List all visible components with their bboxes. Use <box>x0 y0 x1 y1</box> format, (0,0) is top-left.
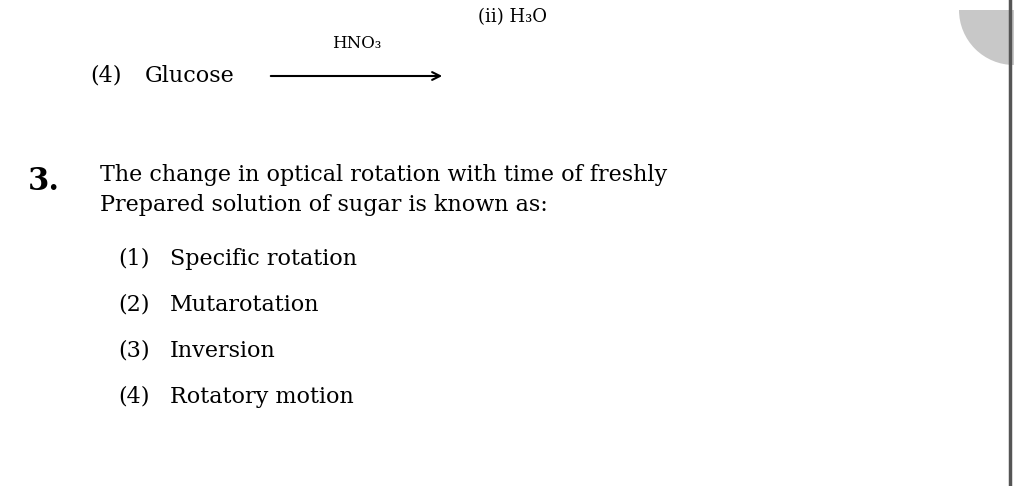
Text: (2): (2) <box>118 294 150 316</box>
Text: (ii) H₃O: (ii) H₃O <box>477 8 547 26</box>
Text: Inversion: Inversion <box>170 340 275 362</box>
Text: (4): (4) <box>90 65 122 87</box>
Text: (4): (4) <box>118 386 150 408</box>
Wedge shape <box>959 10 1014 65</box>
Text: Rotatory motion: Rotatory motion <box>170 386 353 408</box>
Text: Specific rotation: Specific rotation <box>170 248 357 270</box>
Text: (3): (3) <box>118 340 150 362</box>
Text: HNO₃: HNO₃ <box>332 35 381 52</box>
Text: (1): (1) <box>118 248 150 270</box>
Text: Prepared solution of sugar is known as:: Prepared solution of sugar is known as: <box>100 194 548 216</box>
Text: Glucose: Glucose <box>145 65 234 87</box>
Text: Mutarotation: Mutarotation <box>170 294 319 316</box>
Text: 3.: 3. <box>28 166 60 197</box>
Text: The change in optical rotation with time of freshly: The change in optical rotation with time… <box>100 164 668 186</box>
